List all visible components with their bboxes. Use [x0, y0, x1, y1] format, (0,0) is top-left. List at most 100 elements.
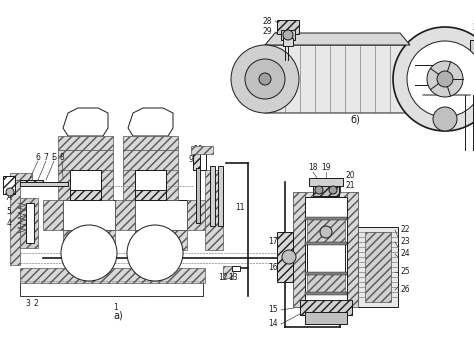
Polygon shape — [63, 108, 108, 136]
Bar — [305, 292, 347, 295]
Bar — [191, 146, 213, 154]
Circle shape — [61, 225, 117, 281]
Bar — [205, 170, 223, 250]
Text: 13: 13 — [228, 274, 238, 282]
Text: 14: 14 — [268, 320, 278, 329]
Text: 29: 29 — [262, 27, 272, 35]
Polygon shape — [265, 33, 410, 45]
Text: 19: 19 — [321, 164, 331, 172]
Text: 23: 23 — [400, 238, 410, 246]
Circle shape — [320, 226, 332, 238]
Bar — [135, 230, 187, 250]
Bar — [3, 176, 15, 194]
Text: 6: 6 — [36, 154, 40, 162]
Bar — [63, 200, 115, 230]
Bar — [305, 197, 347, 302]
Text: 3: 3 — [26, 298, 30, 308]
Bar — [20, 198, 38, 248]
Bar — [305, 242, 347, 245]
Bar — [166, 170, 178, 200]
Bar — [293, 192, 305, 307]
Text: 1: 1 — [114, 303, 118, 313]
Bar — [70, 190, 101, 200]
Bar — [358, 227, 398, 307]
Text: 11: 11 — [235, 204, 245, 212]
Bar — [277, 20, 299, 34]
Text: 2: 2 — [34, 298, 38, 308]
Text: 27: 27 — [472, 23, 474, 32]
Text: 26: 26 — [400, 285, 410, 295]
Text: 4: 4 — [7, 218, 11, 228]
Text: б): б) — [350, 115, 360, 125]
Bar — [10, 180, 20, 265]
Bar — [123, 150, 178, 172]
Circle shape — [127, 225, 183, 281]
Bar — [281, 30, 295, 40]
Text: 9: 9 — [189, 155, 193, 165]
Circle shape — [393, 27, 474, 131]
Text: A: A — [6, 194, 12, 202]
Bar — [223, 266, 233, 278]
Text: 8: 8 — [60, 154, 64, 162]
Bar — [135, 170, 166, 200]
Circle shape — [433, 107, 457, 131]
Text: 15: 15 — [268, 306, 278, 314]
Circle shape — [427, 61, 463, 97]
Bar — [232, 266, 240, 271]
Bar — [365, 232, 391, 302]
Polygon shape — [20, 180, 43, 184]
Bar — [305, 217, 347, 220]
Bar — [187, 200, 205, 230]
Bar — [300, 300, 352, 315]
Polygon shape — [260, 45, 415, 113]
Bar — [3, 176, 15, 194]
Bar — [135, 200, 187, 230]
Bar — [218, 166, 223, 226]
Bar — [470, 40, 474, 75]
Circle shape — [231, 45, 299, 113]
Bar — [20, 281, 203, 296]
Bar — [347, 192, 358, 307]
Text: а): а) — [113, 311, 123, 321]
Text: 28: 28 — [262, 17, 272, 25]
Bar — [70, 170, 101, 200]
Bar — [135, 190, 166, 200]
Text: 21: 21 — [345, 181, 355, 189]
Bar — [277, 232, 293, 282]
Bar — [58, 136, 113, 150]
Bar — [43, 200, 63, 230]
Bar — [115, 200, 135, 230]
Text: 10: 10 — [193, 145, 203, 154]
Bar — [210, 166, 215, 226]
Bar — [135, 200, 187, 230]
Bar — [196, 168, 200, 223]
Text: 16: 16 — [268, 263, 278, 272]
Text: 20: 20 — [345, 171, 355, 179]
Bar — [283, 38, 293, 46]
Circle shape — [437, 71, 453, 87]
Bar — [307, 272, 345, 292]
Bar — [101, 170, 113, 200]
Circle shape — [329, 186, 337, 194]
Text: Б: Б — [52, 154, 56, 162]
Text: 22: 22 — [400, 225, 410, 234]
Bar — [123, 136, 178, 150]
Bar — [63, 230, 115, 250]
Bar — [305, 272, 347, 275]
Circle shape — [282, 250, 296, 264]
Bar — [309, 178, 343, 186]
Bar — [293, 192, 358, 307]
Polygon shape — [20, 182, 68, 186]
Bar — [58, 150, 113, 172]
Bar — [200, 150, 206, 170]
Circle shape — [6, 188, 14, 196]
Circle shape — [315, 186, 323, 194]
Bar — [20, 268, 205, 283]
Polygon shape — [128, 108, 173, 136]
Text: 5: 5 — [7, 206, 11, 216]
Bar — [26, 203, 34, 243]
Bar — [305, 312, 347, 324]
Text: 25: 25 — [400, 268, 410, 276]
Circle shape — [407, 41, 474, 117]
Bar — [193, 150, 201, 170]
